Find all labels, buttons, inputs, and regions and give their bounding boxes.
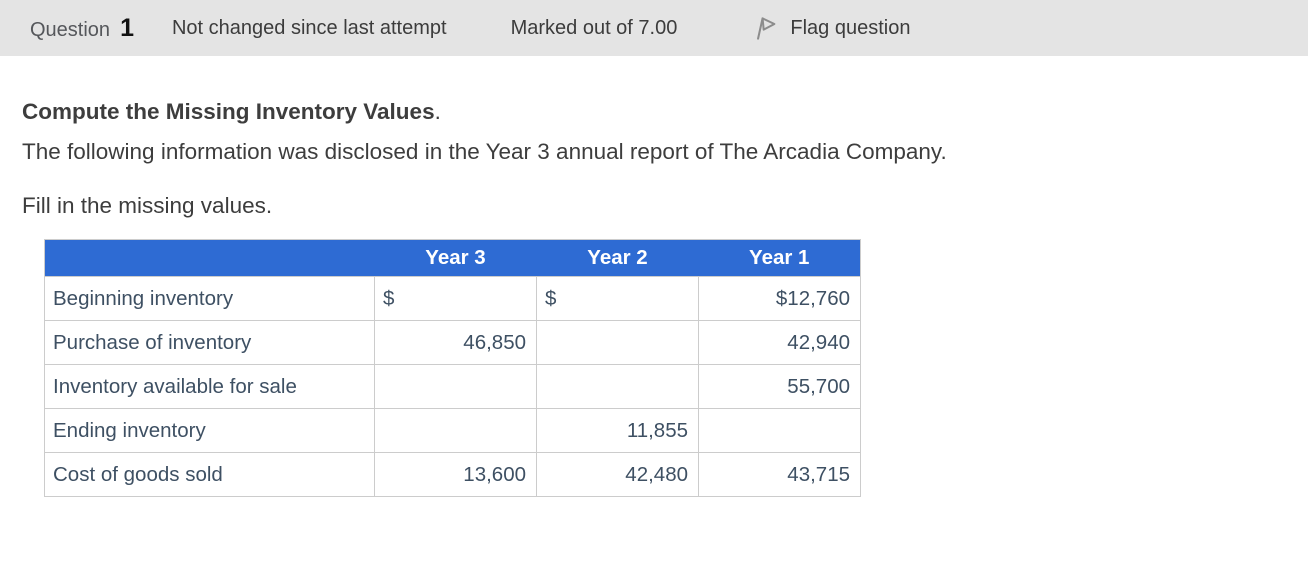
inventory-table: Year 3 Year 2 Year 1 Beginning inventory… bbox=[44, 239, 861, 497]
question-number-group: Question 1 bbox=[30, 14, 134, 43]
beginning-inventory-year2-input[interactable] bbox=[556, 277, 698, 320]
table-row: Cost of goods sold 13,600 42,480 43,715 bbox=[44, 452, 861, 497]
cell-available-year2[interactable] bbox=[536, 364, 699, 409]
available-year3-input[interactable] bbox=[383, 365, 536, 408]
dollar-prefix: $ bbox=[383, 286, 395, 310]
row-label-beginning-inventory: Beginning inventory bbox=[44, 276, 375, 321]
row-label-ending-inventory: Ending inventory bbox=[44, 408, 375, 453]
ending-year3-input[interactable] bbox=[383, 409, 536, 452]
cell-purchase-year3: 46,850 bbox=[374, 320, 537, 365]
ending-year1-input[interactable] bbox=[707, 409, 860, 452]
question-info-bar: Question 1 Not changed since last attemp… bbox=[0, 0, 1308, 56]
question-number: 1 bbox=[120, 13, 134, 42]
question-intro: The following information was disclosed … bbox=[22, 139, 947, 164]
cell-ending-year1[interactable] bbox=[698, 408, 861, 453]
question-title-period: . bbox=[434, 99, 441, 124]
question-title: Compute the Missing Inventory Values. bbox=[22, 99, 1286, 125]
cell-beginning-inventory-year1: $12,760 bbox=[698, 276, 861, 321]
table-header-row: Year 3 Year 2 Year 1 bbox=[44, 239, 861, 277]
flag-question-button[interactable]: Flag question bbox=[753, 15, 910, 42]
cell-purchase-year2[interactable] bbox=[536, 320, 699, 365]
cell-beginning-inventory-year3[interactable]: $ bbox=[374, 276, 537, 321]
row-label-purchase-of-inventory: Purchase of inventory bbox=[44, 320, 375, 365]
question-body: Compute the Missing Inventory Values. Th… bbox=[0, 99, 1308, 497]
header-year1: Year 1 bbox=[698, 239, 861, 277]
cell-ending-year2: 11,855 bbox=[536, 408, 699, 453]
cell-beginning-inventory-year2[interactable]: $ bbox=[536, 276, 699, 321]
table-row: Purchase of inventory 46,850 42,940 bbox=[44, 320, 861, 365]
question-marks: Marked out of 7.00 bbox=[510, 16, 678, 39]
cell-cogs-year2: 42,480 bbox=[536, 452, 699, 497]
question-instruction: Fill in the missing values. bbox=[22, 193, 273, 218]
header-year3: Year 3 bbox=[374, 239, 537, 277]
header-year2: Year 2 bbox=[536, 239, 699, 277]
cell-available-year3[interactable] bbox=[374, 364, 537, 409]
row-label-cost-of-goods-sold: Cost of goods sold bbox=[44, 452, 375, 497]
cell-ending-year3[interactable] bbox=[374, 408, 537, 453]
question-status: Not changed since last attempt bbox=[171, 16, 447, 39]
row-label-inventory-available: Inventory available for sale bbox=[44, 364, 375, 409]
question-label: Question bbox=[30, 18, 111, 41]
flag-icon[interactable] bbox=[753, 15, 780, 42]
flag-question-label[interactable]: Flag question bbox=[790, 16, 911, 39]
cell-available-year1: 55,700 bbox=[698, 364, 861, 409]
dollar-prefix: $ bbox=[545, 286, 557, 310]
available-year2-input[interactable] bbox=[545, 365, 698, 408]
table-row: Ending inventory 11,855 bbox=[44, 408, 861, 453]
purchase-year2-input[interactable] bbox=[545, 321, 698, 364]
question-title-bold: Compute the Missing Inventory Values bbox=[22, 99, 435, 124]
cell-cogs-year3: 13,600 bbox=[374, 452, 537, 497]
cell-cogs-year1: 43,715 bbox=[698, 452, 861, 497]
header-blank-cell bbox=[44, 239, 375, 277]
beginning-inventory-year3-input[interactable] bbox=[394, 277, 536, 320]
cell-purchase-year1: 42,940 bbox=[698, 320, 861, 365]
table-row: Beginning inventory $ $ $12,760 bbox=[44, 276, 861, 321]
table-row: Inventory available for sale 55,700 bbox=[44, 364, 861, 409]
